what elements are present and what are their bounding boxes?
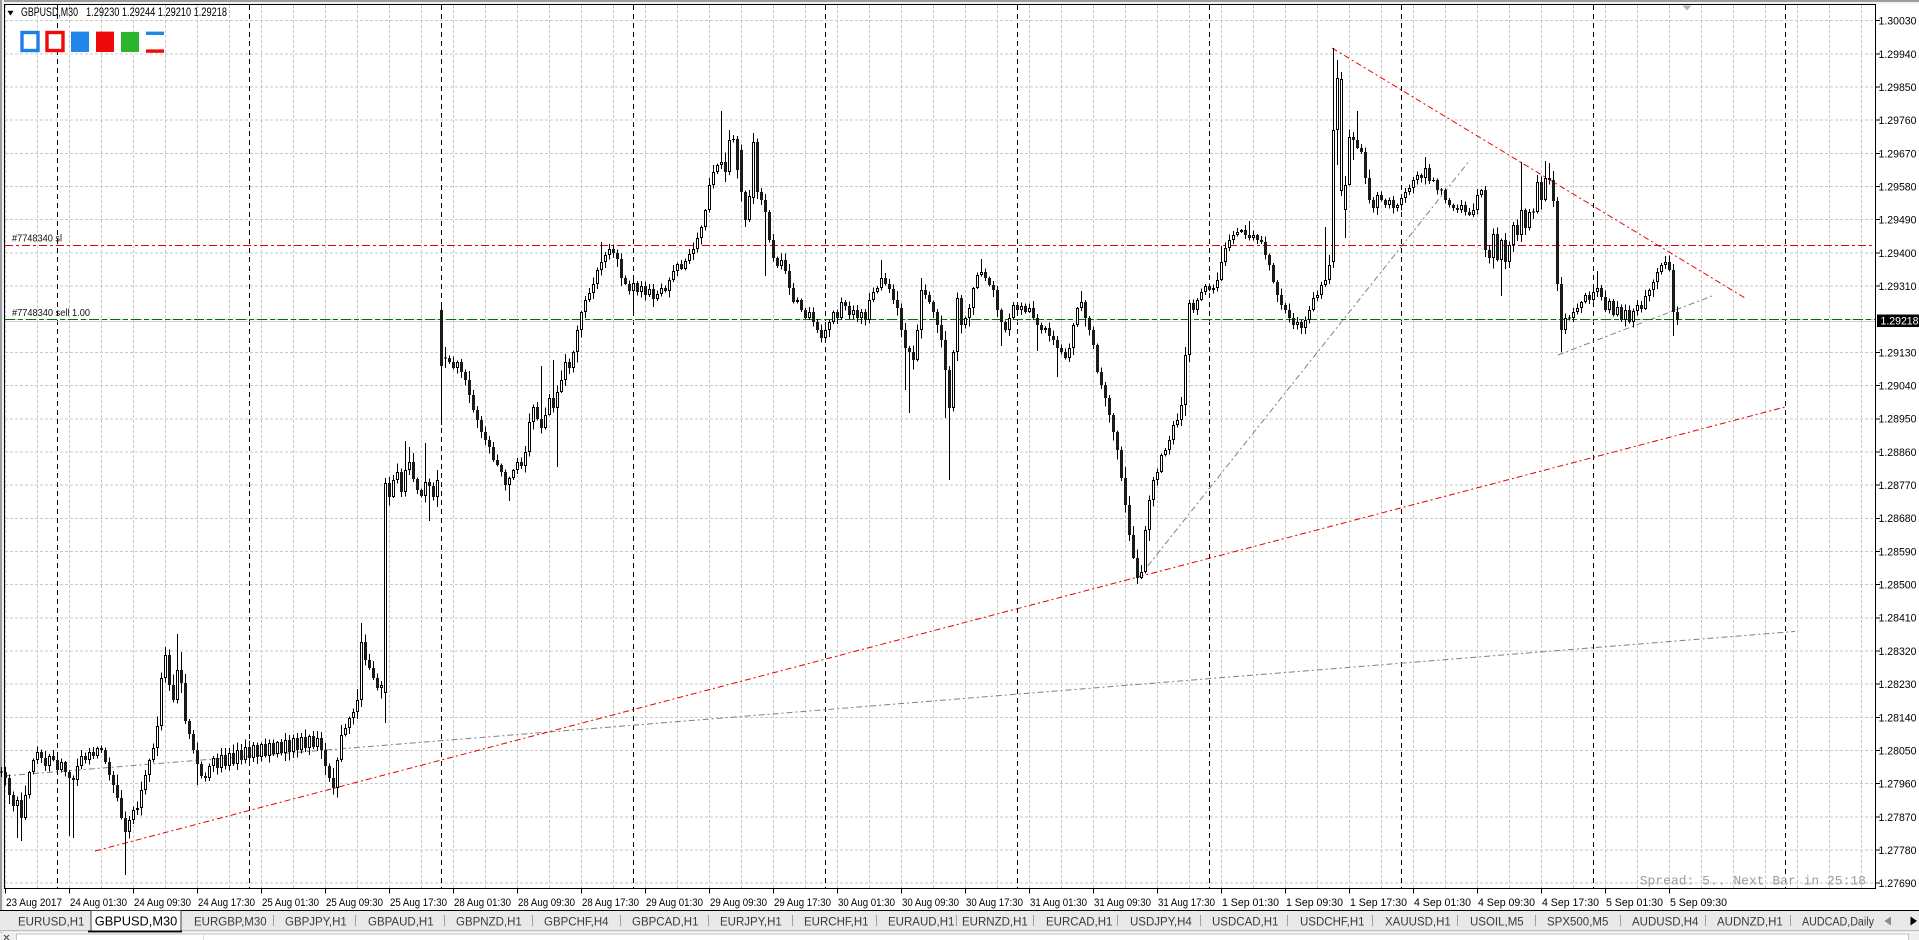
svg-text:1.29670: 1.29670 [1879, 148, 1917, 160]
svg-text:1.29310: 1.29310 [1879, 281, 1917, 293]
svg-text:GBPJPY,H1: GBPJPY,H1 [285, 917, 347, 929]
svg-text:29 Aug 17:30: 29 Aug 17:30 [774, 897, 831, 909]
svg-text:28 Aug 09:30: 28 Aug 09:30 [518, 897, 575, 909]
svg-text:1.27960: 1.27960 [1879, 779, 1917, 791]
svg-text:USDCHF,H1: USDCHF,H1 [1300, 917, 1365, 929]
svg-text:1.28230: 1.28230 [1879, 679, 1917, 691]
svg-text:30 Aug 17:30: 30 Aug 17:30 [966, 897, 1023, 909]
svg-text:25 Aug 17:30: 25 Aug 17:30 [390, 897, 447, 909]
svg-text:1.28860: 1.28860 [1879, 447, 1917, 459]
svg-text:1 Sep 17:30: 1 Sep 17:30 [1350, 897, 1407, 909]
svg-text:30 Aug 09:30: 30 Aug 09:30 [902, 897, 959, 909]
svg-text:1.28590: 1.28590 [1879, 546, 1917, 558]
svg-text:1.29400: 1.29400 [1879, 248, 1917, 260]
svg-text:AUDUSD,H4: AUDUSD,H4 [1632, 917, 1699, 929]
svg-text:EURCHF,H1: EURCHF,H1 [804, 917, 869, 929]
svg-text:1.29760: 1.29760 [1879, 115, 1917, 127]
svg-text:24 Aug 09:30: 24 Aug 09:30 [134, 897, 191, 909]
svg-text:EURAUD,H1: EURAUD,H1 [888, 917, 954, 929]
svg-text:1.28050: 1.28050 [1879, 745, 1917, 757]
svg-text:#7748340 sl: #7748340 sl [12, 233, 62, 245]
svg-text:EURNZD,H1: EURNZD,H1 [962, 917, 1028, 929]
svg-text:28 Aug 17:30: 28 Aug 17:30 [582, 897, 639, 909]
svg-text:EURJPY,H1: EURJPY,H1 [720, 917, 782, 929]
svg-text:1.29040: 1.29040 [1879, 381, 1917, 393]
svg-text:1.28320: 1.28320 [1879, 646, 1917, 658]
svg-text:1.28140: 1.28140 [1879, 712, 1917, 724]
svg-text:25 Aug 09:30: 25 Aug 09:30 [326, 897, 383, 909]
svg-text:SPX500,M5: SPX500,M5 [1547, 917, 1608, 929]
svg-text:USOIL,M5: USOIL,M5 [1470, 917, 1524, 929]
svg-text:EURCAD,H1: EURCAD,H1 [1046, 917, 1112, 929]
svg-text:24 Aug 17:30: 24 Aug 17:30 [198, 897, 255, 909]
svg-text:1.28500: 1.28500 [1879, 580, 1917, 592]
svg-text:1.27870: 1.27870 [1879, 812, 1917, 824]
svg-text:GBPAUD,H1: GBPAUD,H1 [368, 917, 434, 929]
svg-text:28 Aug 01:30: 28 Aug 01:30 [454, 897, 511, 909]
svg-text:25 Aug 01:30: 25 Aug 01:30 [262, 897, 319, 909]
svg-text:1.29130: 1.29130 [1879, 347, 1917, 359]
svg-text:1.29580: 1.29580 [1879, 182, 1917, 194]
svg-text:1.29490: 1.29490 [1879, 215, 1917, 227]
svg-text:31 Aug 01:30: 31 Aug 01:30 [1030, 897, 1087, 909]
svg-text:31 Aug 09:30: 31 Aug 09:30 [1094, 897, 1151, 909]
svg-text:#7748340 sell 1.00: #7748340 sell 1.00 [12, 307, 90, 319]
svg-text:5 Sep 01:30: 5 Sep 01:30 [1606, 897, 1663, 909]
svg-text:1.28770: 1.28770 [1879, 480, 1917, 492]
svg-text:GBPCHF,H4: GBPCHF,H4 [544, 917, 609, 929]
svg-text:30 Aug 01:30: 30 Aug 01:30 [838, 897, 895, 909]
svg-text:1.28680: 1.28680 [1879, 513, 1917, 525]
svg-text:GBPNZD,H1: GBPNZD,H1 [456, 917, 522, 929]
svg-text:4 Sep 17:30: 4 Sep 17:30 [1542, 897, 1599, 909]
svg-text:AUDCAD,Daily: AUDCAD,Daily [1802, 917, 1874, 929]
svg-text:EURUSD,H1: EURUSD,H1 [18, 917, 84, 929]
svg-text:1.30030: 1.30030 [1879, 16, 1917, 28]
svg-text:24 Aug 01:30: 24 Aug 01:30 [70, 897, 127, 909]
svg-text:4 Sep 01:30: 4 Sep 01:30 [1414, 897, 1471, 909]
svg-text:GBPUSD,M30: GBPUSD,M30 [21, 5, 78, 19]
svg-text:31 Aug 17:30: 31 Aug 17:30 [1158, 897, 1215, 909]
svg-text:1 Sep 01:30: 1 Sep 01:30 [1222, 897, 1279, 909]
svg-text:GBPCAD,H1: GBPCAD,H1 [632, 917, 698, 929]
svg-text:GBPUSD,M30: GBPUSD,M30 [95, 914, 178, 929]
svg-text:AUDNZD,H1: AUDNZD,H1 [1717, 917, 1783, 929]
svg-text:23 Aug 2017: 23 Aug 2017 [6, 897, 62, 909]
svg-text:29 Aug 01:30: 29 Aug 01:30 [646, 897, 703, 909]
svg-text:1.27780: 1.27780 [1879, 845, 1917, 857]
svg-text:29 Aug 09:30: 29 Aug 09:30 [710, 897, 767, 909]
svg-text:1.27690: 1.27690 [1879, 878, 1917, 890]
svg-text:1.28950: 1.28950 [1879, 414, 1917, 426]
svg-text:1.29850: 1.29850 [1879, 82, 1917, 94]
svg-text:1 Sep 09:30: 1 Sep 09:30 [1286, 897, 1343, 909]
svg-text:1.28410: 1.28410 [1879, 613, 1917, 625]
svg-text:USDJPY,H4: USDJPY,H4 [1130, 917, 1192, 929]
svg-text:5 Sep 09:30: 5 Sep 09:30 [1670, 897, 1727, 909]
svg-text:1.29230 1.29244 1.29210 1.2921: 1.29230 1.29244 1.29210 1.29218 [86, 5, 227, 19]
svg-text:1.29218: 1.29218 [1881, 316, 1919, 328]
svg-text:USDCAD,H1: USDCAD,H1 [1212, 917, 1278, 929]
svg-text:Spread: 5.. Next Bar in 25:18: Spread: 5.. Next Bar in 25:18 [1640, 874, 1866, 889]
svg-text:4 Sep 09:30: 4 Sep 09:30 [1478, 897, 1535, 909]
svg-text:XAUUSD,H1: XAUUSD,H1 [1385, 917, 1451, 929]
svg-text:1.29940: 1.29940 [1879, 49, 1917, 61]
svg-text:EURGBP,M30: EURGBP,M30 [194, 917, 267, 929]
